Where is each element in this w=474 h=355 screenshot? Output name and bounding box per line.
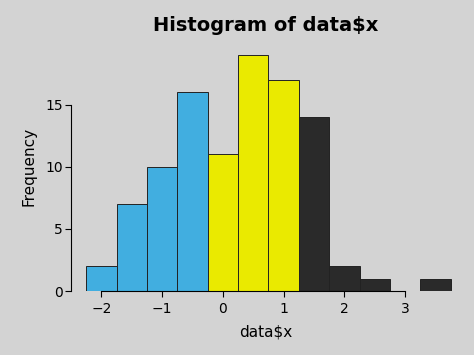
Bar [147, 167, 177, 291]
Bar [238, 55, 268, 291]
X-axis label: data$x: data$x [239, 324, 292, 339]
Y-axis label: Frequency: Frequency [22, 127, 37, 206]
Bar [360, 279, 390, 291]
Title: Histogram of data$x: Histogram of data$x [153, 16, 378, 36]
Bar [420, 279, 451, 291]
Bar [177, 92, 208, 291]
Bar [117, 204, 147, 291]
Bar [268, 80, 299, 291]
Bar [208, 154, 238, 291]
Bar [329, 266, 360, 291]
Bar [86, 266, 117, 291]
Bar [299, 117, 329, 291]
